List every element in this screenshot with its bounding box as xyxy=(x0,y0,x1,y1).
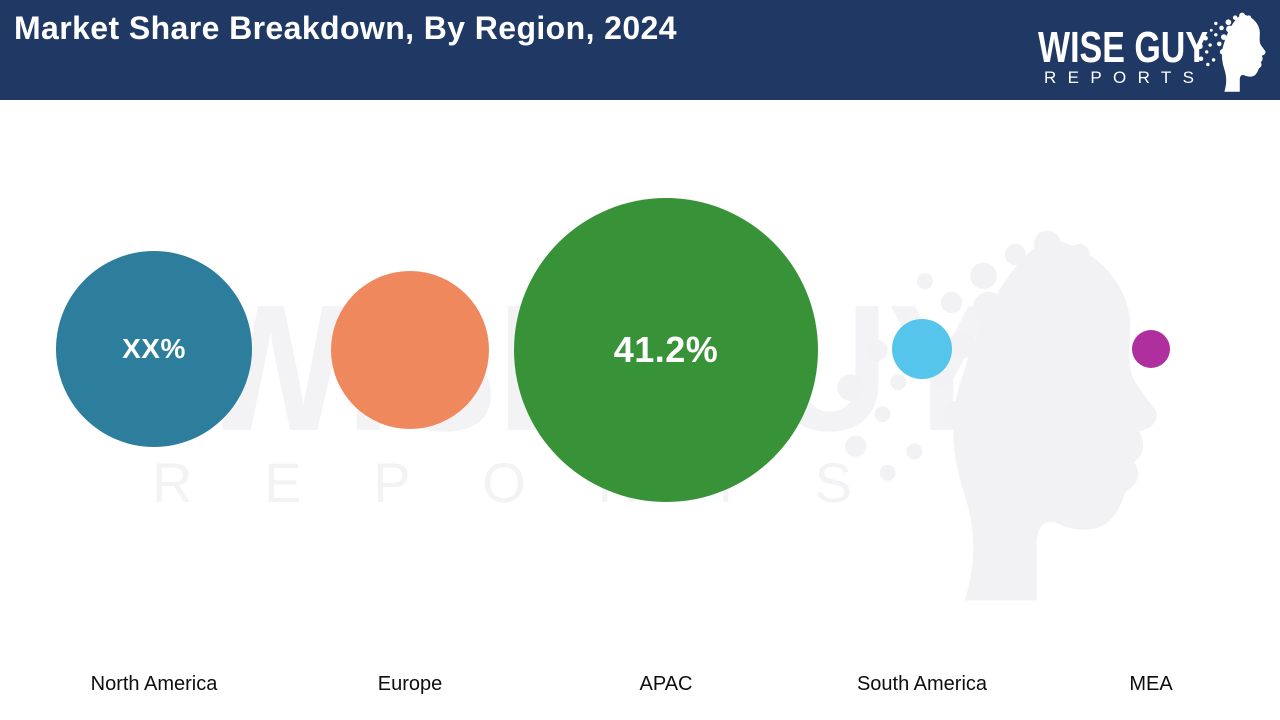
bubble-value-label: XX% xyxy=(122,333,186,364)
bubble-mea xyxy=(1132,330,1170,368)
wise-guy-logo: WISE GUY REPORTS xyxy=(1038,12,1266,92)
category-label: Europe xyxy=(377,673,443,695)
header-bar: Market Share Breakdown, By Region, 2024 … xyxy=(0,0,1280,100)
category-label: APAC xyxy=(639,673,693,695)
logo-wordmark: WISE GUY xyxy=(1038,23,1208,72)
bubble-chart: WISE GUY REPORTS XX%41.2% North AmericaE… xyxy=(0,100,1280,720)
logo-head-icon xyxy=(1197,12,1266,92)
watermark-head-icon xyxy=(837,230,1157,601)
bubble-south-america xyxy=(892,319,952,379)
bubble-apac: 41.2% xyxy=(514,198,818,502)
bubble-north-america: XX% xyxy=(56,251,252,447)
bubble-value-label: 41.2% xyxy=(613,329,719,370)
category-label: North America xyxy=(90,673,218,695)
category-label: South America xyxy=(856,673,988,695)
bubble-europe xyxy=(331,271,489,429)
category-label: MEA xyxy=(1129,673,1173,695)
page-title: Market Share Breakdown, By Region, 2024 xyxy=(14,10,677,46)
